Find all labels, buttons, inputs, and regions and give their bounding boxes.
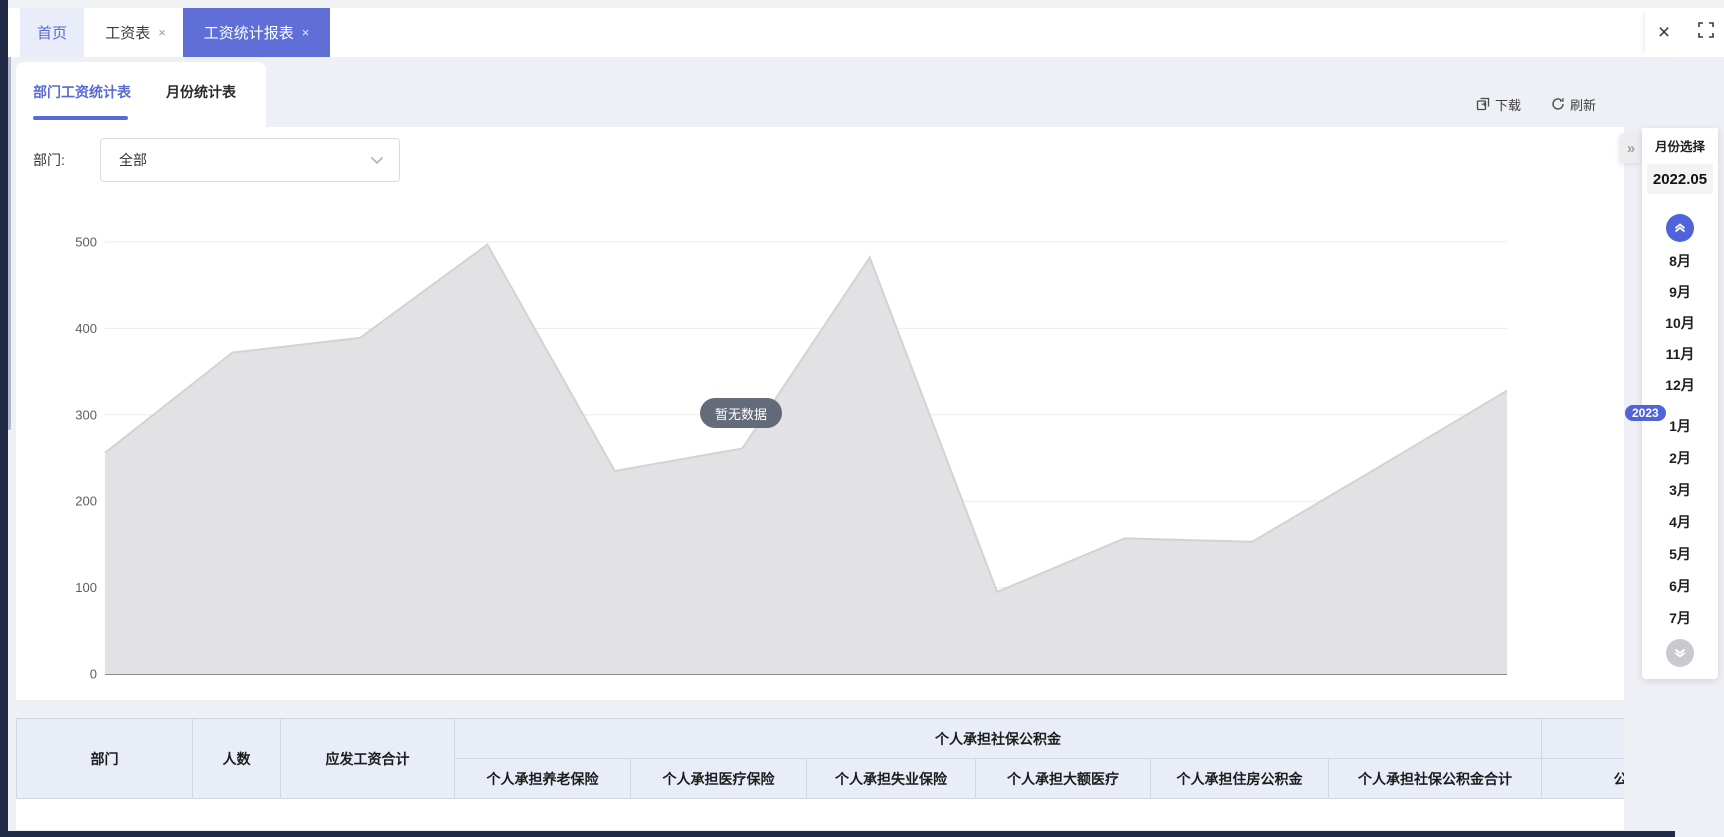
month-item-11月[interactable]: 11月 xyxy=(1665,346,1695,362)
month-item-8月[interactable]: 8月 xyxy=(1669,253,1691,269)
left-edge-rail xyxy=(0,0,8,837)
close-icon: × xyxy=(1657,20,1671,44)
subtab-department-stats[interactable]: 部门工资统计表 xyxy=(33,62,131,122)
month-item-9月[interactable]: 9月 xyxy=(1669,284,1691,300)
y-tick-label: 0 xyxy=(90,667,97,682)
department-select[interactable]: 全部 xyxy=(100,138,400,182)
month-item-6月[interactable]: 6月 xyxy=(1669,578,1691,594)
col-group-company xyxy=(1541,718,1624,759)
tab-salary-label: 工资表 xyxy=(105,25,151,42)
col-header-personal-5: 个人承担社保公积金合计 xyxy=(1327,758,1543,799)
table-empty-body-row xyxy=(16,798,1624,830)
refresh-icon xyxy=(1551,97,1565,111)
months-2023-list: 1月 2月 3月 4月 5月 6月 7月 xyxy=(1642,410,1718,634)
download-icon xyxy=(1476,97,1490,111)
filter-row: 部门: 全部 xyxy=(16,138,1624,182)
tab-home-label: 首页 xyxy=(36,25,67,42)
top-tab-bar: 首页 工资表 × 工资统计报表 × × xyxy=(8,0,1724,57)
table-header-sub-row: 个人承担养老保险 个人承担医疗保险 个人承担失业保险 个人承担大额医疗 个人承担住房公积… xyxy=(17,758,1624,799)
table-header-group-row: 部门 人数 应发工资合计 个人承担社保公积金 xyxy=(16,718,1624,799)
month-item-7月[interactable]: 7月 xyxy=(1669,610,1691,626)
month-item-1月[interactable]: 1月 xyxy=(1669,418,1691,434)
download-button[interactable]: 下载 xyxy=(1476,92,1521,116)
month-selector-panel: 月份选择 2022.05 8月 9月 10月 11月 12月 2023 1月 2月 3月 4月… xyxy=(1625,128,1718,679)
department-salary-table: 部门 人数 应发工资合计 个人承担社保公积金 个人承担养老保险 个人承担医疗保险个… xyxy=(16,718,1624,830)
subtab-month-stats[interactable]: 月份统计表 xyxy=(166,62,236,122)
refresh-label: 刷新 xyxy=(1570,97,1597,113)
col-header-personal-4: 个人承担住房公积金 xyxy=(1150,758,1329,799)
month-panel-title: 月份选择 xyxy=(1654,140,1705,154)
chevron-down-icon xyxy=(369,152,385,173)
department-select-value: 全部 xyxy=(119,152,147,168)
month-item-2月[interactable]: 2月 xyxy=(1669,450,1691,466)
selected-month-value: 2022.05 xyxy=(1647,164,1713,194)
y-tick-label: 500 xyxy=(75,235,97,250)
chevron-double-down-icon xyxy=(1674,648,1686,658)
col-header-personal-1: 个人承担医疗保险 xyxy=(630,758,807,799)
months-2022-list: 8月 9月 10月 11月 12月 xyxy=(1642,246,1718,401)
col-group-personal-insurance: 个人承担社保公积金 xyxy=(453,718,1543,759)
tab-salary-sheet[interactable]: 工资表 × xyxy=(95,8,176,57)
area-series-line xyxy=(104,243,1508,594)
fullscreen-icon xyxy=(1697,22,1714,43)
year-2023-badge: 2023 xyxy=(1625,405,1666,421)
col-header-personal-0: 个人承担养老保险 xyxy=(454,758,631,799)
y-tick-label: 300 xyxy=(75,407,97,422)
tab-home[interactable]: 首页 xyxy=(20,8,84,57)
months-scroll-up-button[interactable] xyxy=(1666,214,1694,242)
active-subtab-underline xyxy=(33,116,128,120)
col-header-company-partial: 公司承担 xyxy=(1541,758,1624,799)
refresh-button[interactable]: 刷新 xyxy=(1551,92,1596,116)
subtab-department-label: 部门工资统计表 xyxy=(33,84,131,100)
no-data-tooltip: 暂无数据 xyxy=(700,398,783,428)
tab-report-label: 工资统计报表 xyxy=(203,25,294,42)
month-panel-collapse-button[interactable]: » xyxy=(1620,133,1642,163)
fullscreen-button[interactable] xyxy=(1687,8,1724,57)
y-tick-label: 400 xyxy=(75,321,97,336)
tab-close-icon[interactable]: × xyxy=(301,25,310,40)
download-label: 下载 xyxy=(1495,97,1522,113)
tab-close-icon[interactable]: × xyxy=(158,25,166,40)
y-tick-label: 200 xyxy=(75,494,97,509)
chevron-double-up-icon xyxy=(1674,223,1686,233)
col-header-personal-3: 个人承担大额医疗 xyxy=(975,758,1151,799)
department-filter-label: 部门: xyxy=(33,152,65,168)
col-header-headcount: 人数 xyxy=(192,718,281,799)
month-item-4月[interactable]: 4月 xyxy=(1669,514,1691,530)
subtab-month-label: 月份统计表 xyxy=(166,84,236,100)
window-close-button[interactable]: × xyxy=(1645,8,1683,57)
month-item-12月[interactable]: 12月 xyxy=(1665,377,1695,393)
department-salary-chart-card: 500 400 300 200 100 0 部门: 全部 暂无数据 xyxy=(16,127,1624,700)
area-series-fill xyxy=(105,244,1507,674)
chevron-double-right-icon: » xyxy=(1626,139,1636,157)
col-header-department: 部门 xyxy=(16,718,193,799)
bottom-edge-rail xyxy=(0,831,1675,837)
salary-stats-table: 部门 人数 应发工资合计 个人承担社保公积金 个人承担养老保险 个人承担医疗保险个… xyxy=(16,718,1624,830)
tab-strip: 首页 工资表 × 工资统计报表 × × xyxy=(8,8,1724,57)
left-scrollbar-thumb[interactable] xyxy=(8,10,11,430)
months-scroll-down-button[interactable] xyxy=(1666,639,1694,667)
tab-salary-report[interactable]: 工资统计报表 × xyxy=(183,8,330,57)
month-item-5月[interactable]: 5月 xyxy=(1669,546,1691,562)
month-item-3月[interactable]: 3月 xyxy=(1669,482,1691,498)
y-tick-label: 100 xyxy=(75,580,97,595)
report-subtab-bar: 部门工资统计表 月份统计表 xyxy=(16,62,266,127)
col-header-gross-total: 应发工资合计 xyxy=(280,718,455,799)
month-item-10月[interactable]: 10月 xyxy=(1665,315,1695,331)
col-header-personal-2: 个人承担失业保险 xyxy=(806,758,976,799)
salary-area-chart: 500 400 300 200 100 0 xyxy=(75,235,1508,682)
